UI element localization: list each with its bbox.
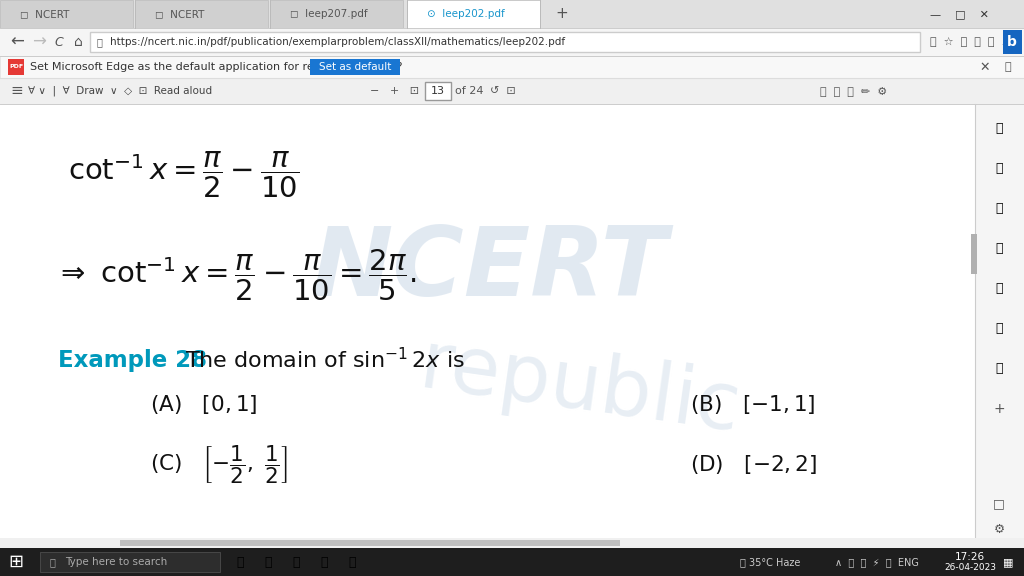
Text: ✕: ✕ — [980, 60, 990, 74]
Bar — [1002, 30, 1022, 54]
Bar — [0, 78, 1024, 104]
Text: 🔍: 🔍 — [50, 557, 56, 567]
Text: +: + — [555, 6, 567, 21]
Text: 🔍: 🔍 — [1005, 62, 1012, 72]
Text: $\Rightarrow \ \cot^{-1}x = \dfrac{\pi}{2} - \dfrac{\pi}{10} = \dfrac{2\pi}{5}.$: $\Rightarrow \ \cot^{-1}x = \dfrac{\pi}{… — [55, 248, 417, 302]
Bar — [8, 59, 24, 75]
Text: —    □    ✕: — □ ✕ — [930, 9, 989, 19]
Text: ◻  leep207.pdf: ◻ leep207.pdf — [290, 9, 368, 19]
Text: 🔍  ☆  ⤢  🌐  👤  ...: 🔍 ☆ ⤢ 🌐 👤 ... — [930, 37, 1013, 47]
Bar — [0, 538, 1024, 548]
Text: 🔍  🔲  📋  ✏  ⚙: 🔍 🔲 📋 ✏ ⚙ — [820, 86, 887, 96]
Text: ∧  🔊  🌐  ⚡  🔔  ENG: ∧ 🔊 🌐 ⚡ 🔔 ENG — [835, 557, 919, 567]
Text: 🔒: 🔒 — [97, 37, 102, 47]
Text: b: b — [1007, 35, 1017, 49]
Bar — [0, 548, 1024, 576]
Text: ⊞: ⊞ — [8, 553, 24, 571]
Text: 👤: 👤 — [995, 162, 1002, 176]
Bar — [135, 0, 268, 28]
Text: Type here to search: Type here to search — [65, 557, 167, 567]
Text: (D)   $[-2, 2]$: (D) $[-2, 2]$ — [690, 453, 817, 476]
Text: $\cot^{-1}x = \dfrac{\pi}{2} - \dfrac{\pi}{10}$: $\cot^{-1}x = \dfrac{\pi}{2} - \dfrac{\p… — [68, 150, 299, 200]
Text: of 24: of 24 — [455, 86, 483, 96]
Bar — [120, 540, 620, 546]
Text: 🌲: 🌲 — [995, 362, 1002, 376]
Text: NCERT: NCERT — [312, 223, 668, 316]
Text: https://ncert.nic.in/pdf/publication/exemplarproblem/classXII/mathematics/leep20: https://ncert.nic.in/pdf/publication/exe… — [110, 37, 565, 47]
Bar — [0, 0, 133, 28]
Bar — [310, 59, 400, 75]
Bar — [0, 56, 1024, 78]
Text: →: → — [32, 33, 46, 51]
Text: C: C — [54, 36, 62, 48]
Text: 🔥 35°C Haze: 🔥 35°C Haze — [740, 557, 801, 567]
Text: (B)   $[-1, 1]$: (B) $[-1, 1]$ — [690, 393, 815, 416]
Text: 📁: 📁 — [264, 555, 271, 569]
Text: 13: 13 — [431, 86, 445, 96]
Text: ↺  ⊡: ↺ ⊡ — [490, 86, 516, 96]
Bar — [90, 32, 920, 52]
Text: −   +   ⊡: − + ⊡ — [370, 86, 419, 96]
Bar — [0, 104, 975, 540]
Text: PDF: PDF — [9, 65, 24, 70]
Text: The domain of $\sin^{-1} 2x$ is: The domain of $\sin^{-1} 2x$ is — [185, 347, 465, 373]
Text: (A)   $[0, 1]$: (A) $[0, 1]$ — [150, 393, 257, 416]
Text: 🖥: 🖥 — [237, 555, 244, 569]
Text: 🧰: 🧰 — [995, 123, 1002, 135]
Text: 🌍: 🌍 — [348, 555, 355, 569]
Text: ⚙: ⚙ — [993, 522, 1005, 536]
Text: ∀ ∨  |  ∀  Draw  ∨  ◇  ⊡  Read aloud: ∀ ∨ | ∀ Draw ∨ ◇ ⊡ Read aloud — [28, 86, 212, 96]
Text: 📧: 📧 — [995, 242, 1002, 256]
Bar — [407, 0, 540, 28]
Text: ◻  NCERT: ◻ NCERT — [20, 9, 70, 19]
Text: 📐: 📐 — [995, 323, 1002, 335]
Text: 26-04-2023: 26-04-2023 — [944, 563, 996, 571]
Text: republic: republic — [415, 327, 745, 449]
Text: □: □ — [993, 498, 1005, 510]
Text: Example 28: Example 28 — [58, 348, 207, 372]
Bar — [971, 234, 977, 274]
Text: (C)   $\left[-\dfrac{1}{2},\ \dfrac{1}{2}\right]$: (C) $\left[-\dfrac{1}{2},\ \dfrac{1}{2}\… — [150, 444, 288, 486]
Text: Set Microsoft Edge as the default application for reading PDF files?: Set Microsoft Edge as the default applic… — [30, 62, 402, 72]
Text: ≡: ≡ — [10, 84, 23, 98]
Text: 17:26: 17:26 — [955, 552, 985, 562]
Text: 📝: 📝 — [995, 282, 1002, 295]
Text: ◻  NCERT: ◻ NCERT — [155, 9, 205, 19]
Bar — [40, 552, 220, 572]
Text: +: + — [993, 402, 1005, 416]
Text: Set as default: Set as default — [318, 62, 391, 72]
Text: 🔵: 🔵 — [995, 203, 1002, 215]
Text: ←: ← — [10, 33, 24, 51]
Text: ▦: ▦ — [1002, 557, 1014, 567]
Bar — [0, 28, 1024, 56]
Bar — [975, 104, 1024, 558]
Bar — [270, 0, 403, 28]
Bar — [0, 0, 1024, 28]
Text: ⌂: ⌂ — [74, 35, 83, 49]
Bar — [425, 82, 451, 100]
Text: 🌐: 🌐 — [292, 555, 300, 569]
Text: 🌀: 🌀 — [321, 555, 328, 569]
Text: ⊙  leep202.pdf: ⊙ leep202.pdf — [427, 9, 505, 19]
